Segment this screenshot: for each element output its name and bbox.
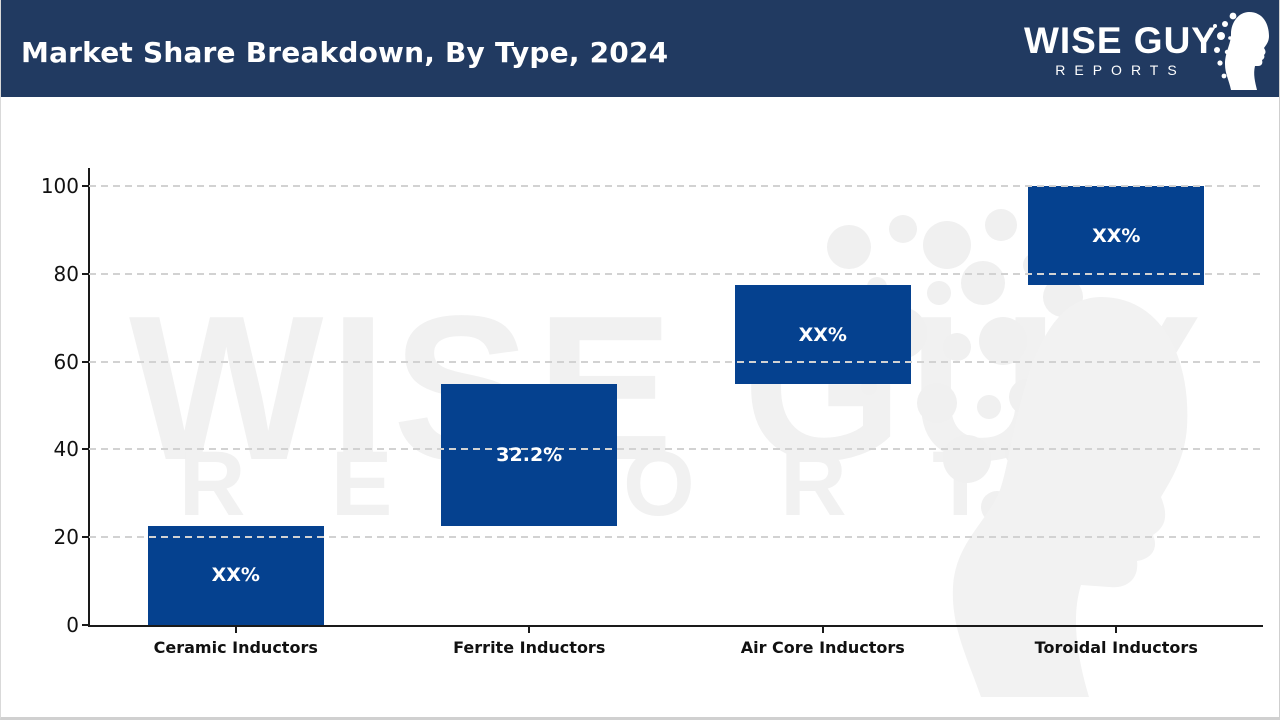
y-tick-100: [82, 185, 88, 187]
y-tick-label-80: 80: [53, 261, 79, 286]
bar-value-label: XX%: [1092, 224, 1141, 247]
bar-ferrite-inductors: [441, 384, 618, 526]
x-axis-line: [88, 625, 1263, 627]
bar-value-label: XX%: [211, 564, 260, 587]
x-category-label: Toroidal Inductors: [1034, 638, 1198, 657]
y-tick-label-100: 100: [40, 174, 79, 198]
y-tick-label-60: 60: [53, 349, 79, 374]
y-tick-40: [82, 448, 88, 451]
brand-logo: WISE GUY REPORTS: [1023, 20, 1217, 79]
y-tick-20: [82, 536, 88, 539]
x-tick-1: [528, 627, 531, 633]
x-category-label: Air Core Inductors: [740, 638, 905, 657]
brand-head-icon: [1213, 12, 1269, 90]
bar-ceramic-inductors: [147, 525, 324, 625]
header-bar: Market Share Breakdown, By Type, 2024 WI…: [1, 0, 1279, 97]
plot-area: XX% 32.2% XX% XX%: [89, 168, 1263, 625]
brand-logo-subtitle: REPORTS: [1055, 62, 1186, 78]
x-tick-2: [821, 627, 824, 633]
gridline-60: [89, 360, 1263, 363]
gridline-20: [89, 536, 1263, 539]
y-tick-60: [82, 360, 88, 363]
brand-logo-name: WISE GUY: [1023, 20, 1217, 61]
bar-value-label: 32.2%: [496, 444, 563, 467]
page-title: Market Share Breakdown, By Type, 2024: [21, 36, 669, 69]
y-tick-0: [82, 624, 88, 626]
y-tick-label-20: 20: [53, 525, 79, 550]
gridline-100: [89, 185, 1263, 187]
bar-value-label: XX%: [798, 323, 847, 346]
y-tick-label-0: 0: [66, 613, 79, 637]
gridline-80: [89, 272, 1263, 275]
market-share-chart: XX% 32.2% XX% XX% 0 20 40 60 80 100 Ceramic Induc…: [1, 97, 1279, 717]
y-tick-80: [82, 272, 88, 275]
bar-toroidal-inductors: [1028, 186, 1205, 286]
y-tick-label-40: 40: [53, 437, 79, 462]
x-tick-3: [1115, 627, 1118, 633]
x-tick-0: [234, 627, 237, 633]
gridline-40: [89, 448, 1263, 451]
x-category-label: Ferrite Inductors: [453, 638, 606, 657]
y-axis-line: [88, 168, 90, 627]
x-category-label: Ceramic Inductors: [153, 638, 318, 657]
